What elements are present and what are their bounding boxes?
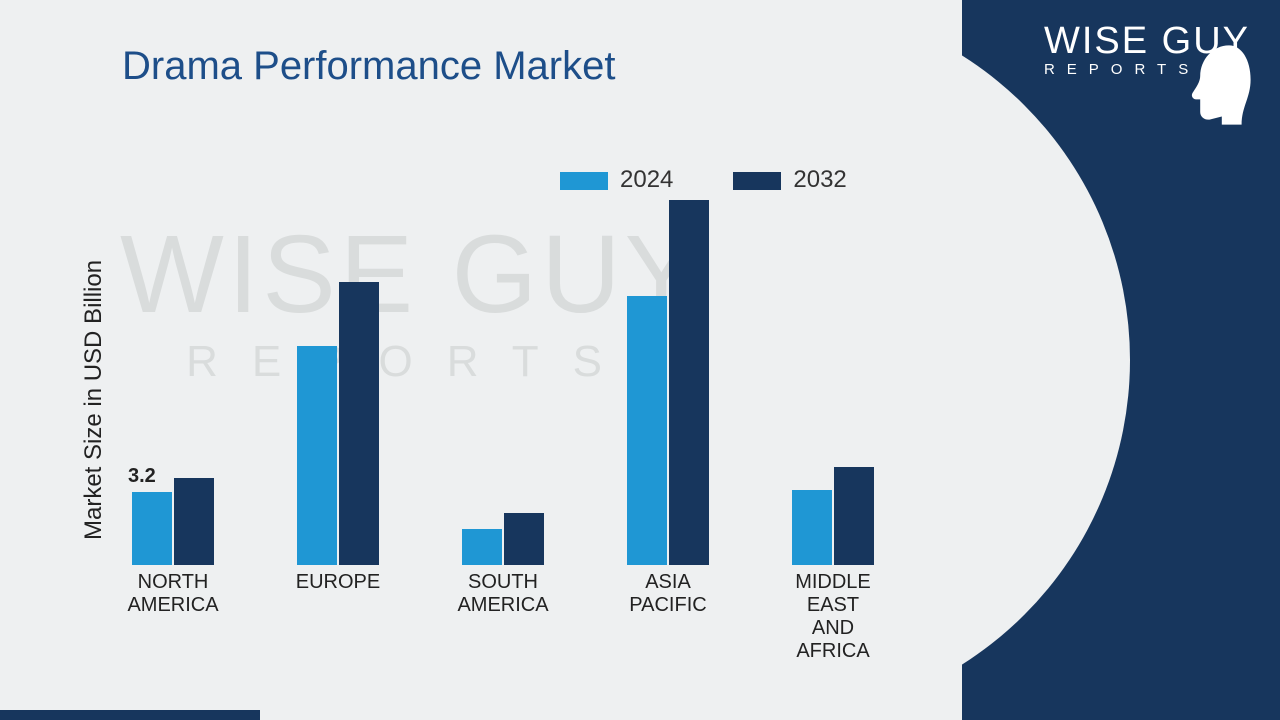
category-label: EUROPE <box>278 571 398 594</box>
legend-item-2032: 2032 <box>733 166 846 194</box>
data-label: 3.2 <box>128 465 156 488</box>
head-icon <box>1166 40 1256 130</box>
category-label: MIDDLEEASTANDAFRICA <box>773 571 893 663</box>
bar <box>669 200 709 565</box>
chart-title: Drama Performance Market <box>122 44 615 89</box>
legend-item-2024: 2024 <box>560 166 673 194</box>
chart-plot: NORTHAMERICAEUROPESOUTHAMERICAASIAPACIFI… <box>112 200 932 565</box>
bar <box>627 296 667 565</box>
y-axis-label: Market Size in USD Billion <box>80 260 108 540</box>
category-label: NORTHAMERICA <box>113 571 233 617</box>
bar <box>132 492 172 565</box>
bar <box>834 467 874 565</box>
bar <box>792 490 832 565</box>
legend-label-2032: 2032 <box>793 166 846 193</box>
legend-swatch-2024 <box>560 172 608 190</box>
legend-swatch-2032 <box>733 172 781 190</box>
bar <box>297 346 337 565</box>
legend: 2024 2032 <box>560 166 847 194</box>
bar <box>174 478 214 565</box>
brand-logo: WISE GUY REPORTS <box>1044 22 1250 77</box>
bar <box>339 282 379 565</box>
bottom-accent <box>0 710 260 720</box>
bar <box>504 513 544 565</box>
category-label: ASIAPACIFIC <box>608 571 728 617</box>
legend-label-2024: 2024 <box>620 166 673 193</box>
category-label: SOUTHAMERICA <box>443 571 563 617</box>
bar <box>462 529 502 566</box>
